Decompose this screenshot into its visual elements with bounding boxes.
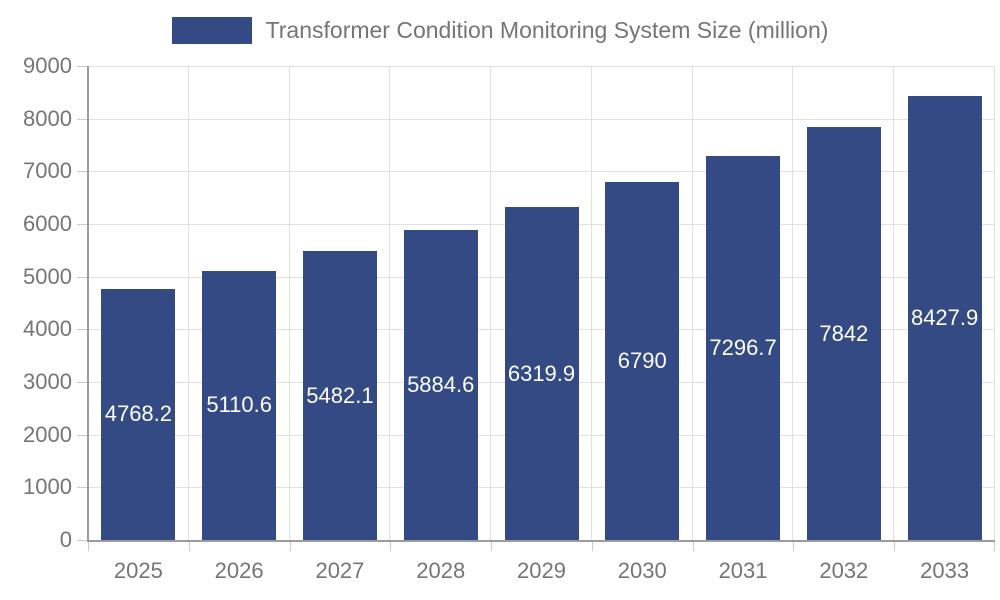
y-tick-label: 8000 xyxy=(23,105,72,131)
y-tick-mark xyxy=(77,382,88,383)
y-axis-line xyxy=(87,66,89,542)
bar-value-label: 7842 xyxy=(819,320,869,346)
v-gridline xyxy=(288,66,290,540)
y-tick-label: 6000 xyxy=(23,211,72,236)
bar-value-label: 7296.7 xyxy=(709,334,777,360)
bar-value-label: 5884.6 xyxy=(407,372,475,398)
v-gridline xyxy=(994,66,995,540)
x-tick-mark xyxy=(591,541,593,551)
y-tick-mark xyxy=(77,540,88,541)
bar-value-label: 5110.6 xyxy=(206,392,272,418)
x-tick-mark xyxy=(692,541,694,551)
v-gridline xyxy=(893,66,895,540)
y-tick-mark xyxy=(77,487,88,489)
y-tick-mark xyxy=(77,434,88,436)
x-tick-mark xyxy=(289,541,291,551)
legend-swatch[interactable] xyxy=(171,17,252,44)
y-tick-mark xyxy=(77,171,88,173)
bar-2031: 7296.7 xyxy=(706,155,781,540)
x-tick-mark xyxy=(793,541,795,551)
bar-2029: 6319.9 xyxy=(504,207,579,540)
bar-value-label: 8427.9 xyxy=(910,305,979,331)
bar-value-label: 5482.1 xyxy=(306,382,374,408)
x-tick-label: 2030 xyxy=(617,558,667,583)
x-tick-mark xyxy=(390,541,392,551)
y-tick-label: 1000 xyxy=(23,474,72,500)
x-tick-mark xyxy=(894,541,896,551)
v-gridline xyxy=(590,66,592,540)
x-tick-label: 2032 xyxy=(819,558,869,583)
bar-2027: 5482.1 xyxy=(302,251,377,540)
v-gridline xyxy=(490,66,492,540)
bar-2028: 5884.6 xyxy=(403,230,478,540)
y-tick-label: 2000 xyxy=(23,421,72,447)
y-tick-label: 4000 xyxy=(23,316,72,342)
v-gridline xyxy=(691,66,693,540)
y-tick-label: 9000 xyxy=(23,53,72,78)
y-tick-mark xyxy=(77,224,88,225)
x-tick-label: 2031 xyxy=(718,558,768,583)
y-tick-label: 7000 xyxy=(23,158,72,184)
y-tick-mark xyxy=(77,118,88,120)
h-gridline xyxy=(88,66,995,67)
plot-area: 4768.2 5110.6 5482.1 5884.6 6319.9 6790 7296.7… xyxy=(88,66,995,540)
y-tick-mark xyxy=(77,329,88,331)
y-tick-mark xyxy=(77,276,88,278)
v-gridline xyxy=(792,66,794,540)
bar-value-label: 4768.2 xyxy=(104,401,173,427)
y-tick-mark xyxy=(77,66,88,67)
x-tick-label: 2026 xyxy=(214,558,264,583)
x-tick-label: 2033 xyxy=(920,558,970,583)
x-tick-label: 2028 xyxy=(416,558,466,583)
x-tick-mark xyxy=(491,541,493,551)
v-gridline xyxy=(187,66,189,540)
legend[interactable]: Transformer Condition Monitoring System … xyxy=(0,17,1000,44)
bar-2026: 5110.6 xyxy=(202,270,277,540)
x-tick-mark xyxy=(88,541,89,551)
y-tick-label: 0 xyxy=(59,527,72,552)
x-tick-label: 2029 xyxy=(517,558,566,583)
bar-value-label: 6319.9 xyxy=(507,360,576,386)
h-gridline xyxy=(88,118,995,120)
x-tick-mark xyxy=(994,541,995,551)
v-gridline xyxy=(389,66,391,540)
bar-2032: 7842 xyxy=(806,127,881,540)
x-axis-line xyxy=(87,540,995,542)
h-gridline xyxy=(88,171,995,173)
chart-title: Transformer Condition Monitoring System … xyxy=(265,17,829,43)
bar-2030: 6790 xyxy=(605,182,680,540)
y-tick-label: 5000 xyxy=(23,263,72,289)
bar-2033: 8427.9 xyxy=(907,96,982,540)
bar-2025: 4768.2 xyxy=(101,288,176,540)
x-tick-label: 2027 xyxy=(315,558,365,583)
bar-value-label: 6790 xyxy=(617,348,667,374)
x-tick-mark xyxy=(188,541,190,551)
x-tick-label: 2025 xyxy=(113,558,163,583)
y-tick-label: 3000 xyxy=(23,369,72,394)
